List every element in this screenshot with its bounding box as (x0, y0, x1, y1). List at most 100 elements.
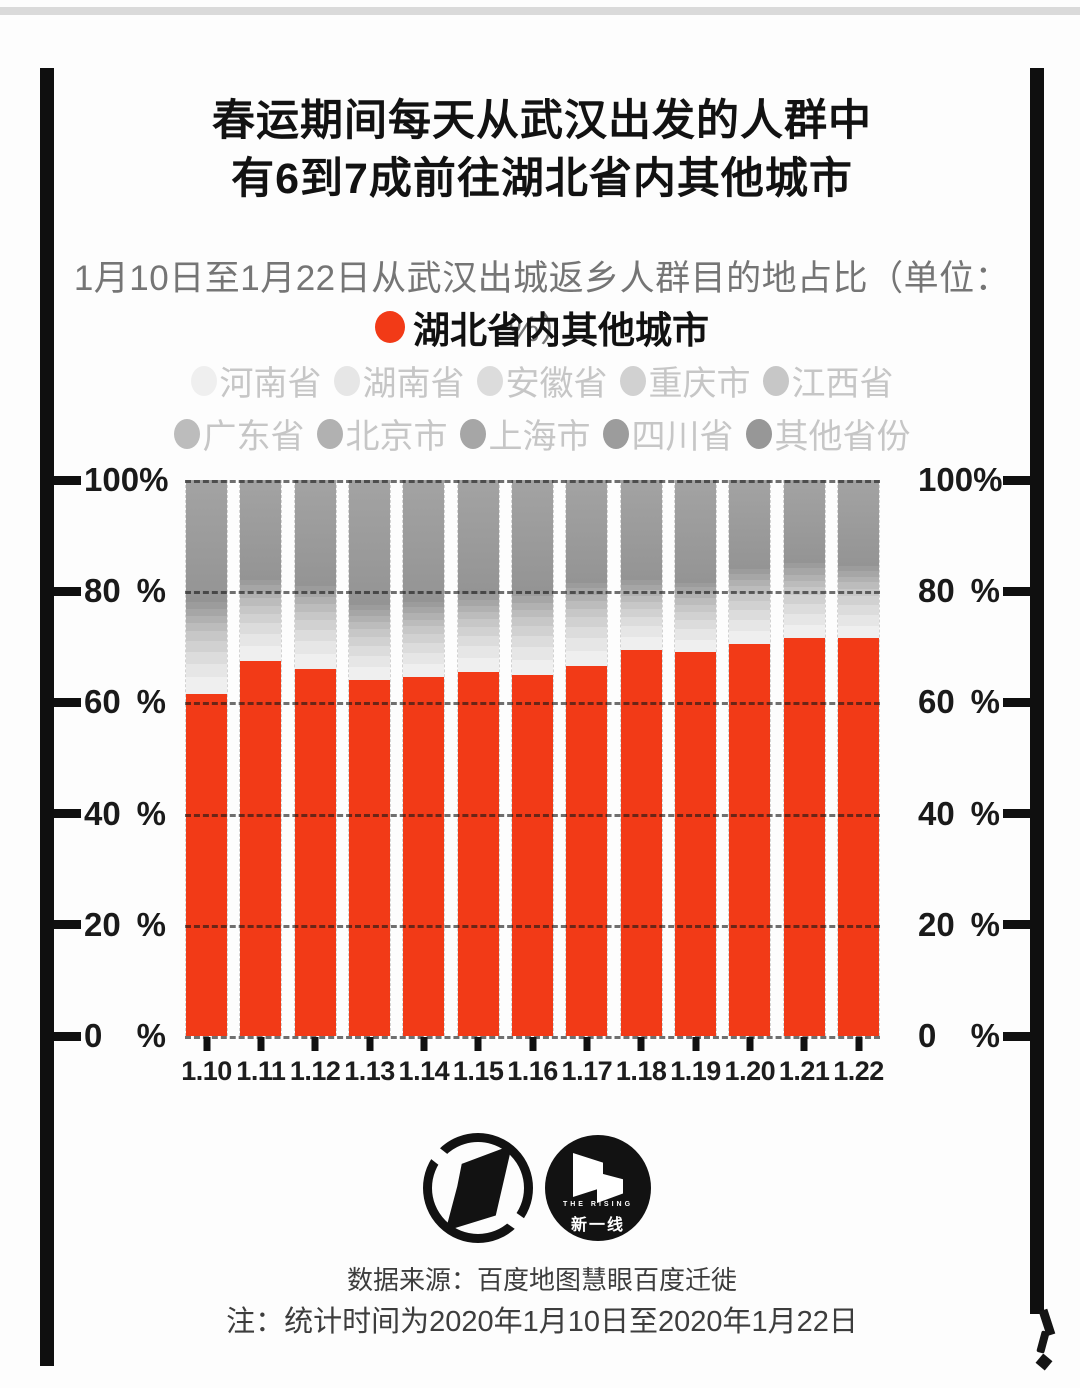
bar-segment (511, 602, 553, 610)
x-tick-1.11 (257, 1037, 265, 1051)
stacked-bar-1.19 (673, 480, 717, 1036)
bar-segment (348, 645, 390, 656)
stacked-bar-1.11 (239, 480, 283, 1036)
watermark-glyphs (1030, 1308, 1074, 1376)
legend-label: 河南省 (219, 365, 322, 403)
bar-segment (348, 680, 390, 1036)
bar-segment (620, 617, 662, 627)
bar-segment (348, 605, 390, 611)
bar-segment (783, 563, 825, 569)
bar-segment (674, 598, 716, 605)
bar-segment (783, 604, 825, 615)
x-tick-1.10 (203, 1037, 210, 1051)
bar-segment (294, 604, 336, 612)
legend-label: 安徽省 (505, 365, 608, 403)
bar-segment (511, 635, 553, 647)
x-tick-1.17 (583, 1037, 591, 1051)
bar-segment (403, 634, 445, 643)
bar-segment (240, 660, 282, 1036)
bar-segment (348, 629, 390, 637)
bar-segment (674, 652, 716, 1036)
y-tick-r-40 (1003, 809, 1030, 819)
legend-dot (333, 365, 360, 396)
y-tick-r-60 (1003, 697, 1030, 707)
legend-dot (602, 418, 629, 449)
legend-item: 江西省 (762, 356, 894, 405)
gridline-80 (185, 591, 880, 595)
x-label-1.12: 1.12 (289, 1056, 341, 1086)
gridline-100 (185, 480, 880, 483)
legend-dot (745, 418, 772, 449)
legend-dot (762, 365, 789, 396)
bar-segment (566, 617, 608, 628)
x-label-1.16: 1.16 (507, 1056, 558, 1086)
legend-label: 四川省 (631, 418, 734, 456)
bar-segment (294, 597, 336, 605)
bar-segment (783, 638, 825, 1036)
bar-segment (837, 566, 879, 572)
x-label-1.13: 1.13 (344, 1056, 395, 1086)
stacked-bar-1.15 (456, 480, 500, 1036)
bar-segment (403, 677, 445, 1036)
bar-segment (566, 651, 608, 667)
bar-segment (294, 630, 336, 642)
legend-provinces: 河南省 湖南省 安徽省 重庆市 江西省 广东省 北京市 上海市 四川省 其他省份 (54, 356, 1030, 458)
bar-segment (674, 587, 716, 593)
bar-segment (729, 586, 771, 593)
bar-segment (620, 580, 662, 585)
bar-segment (294, 480, 336, 586)
stacked-bar-1.14 (402, 480, 446, 1036)
y-tick-r-80 (1003, 586, 1030, 596)
legend-dot (459, 418, 486, 449)
page-title: 春运期间每天从武汉出发的人群中 有6到7成前往湖北省内其他城市 (54, 92, 1030, 208)
x-label-1.14: 1.14 (398, 1056, 450, 1086)
legend-label: 广东省 (202, 418, 305, 456)
y-tick-r-0 (1003, 1031, 1030, 1041)
y-label-l-60: 60% (84, 683, 166, 721)
gridline-60 (185, 702, 880, 706)
bar-segment (403, 652, 445, 665)
bar-segment (348, 610, 390, 617)
bar-segment (783, 595, 825, 605)
x-tick-1.20 (746, 1037, 754, 1051)
bar-segment (566, 480, 608, 583)
legend-item: 其他省份 (745, 409, 911, 458)
bar-segment (729, 480, 771, 570)
bar-segment (729, 644, 771, 1036)
bar-segment (511, 646, 553, 660)
title-line-1: 春运期间每天从武汉出发的人群中 (212, 97, 872, 145)
bar-segment (240, 605, 282, 615)
x-tick-1.18 (637, 1037, 645, 1051)
bar-segment (783, 614, 825, 626)
bar-segment (457, 657, 499, 672)
y-label-l-100: 100% (84, 461, 169, 498)
the-rising-lab-logo: THE RISING 新一线 (545, 1135, 651, 1241)
bar-segment (729, 569, 771, 575)
bar-segment (729, 580, 771, 587)
y-tick-l-80 (54, 586, 81, 596)
x-label-1.20: 1.20 (724, 1056, 776, 1086)
x-tick-1.12 (311, 1037, 319, 1051)
stacked-bar-1.22 (836, 480, 880, 1036)
y-label-r-60: 60% (918, 683, 1000, 721)
bar-segment (783, 574, 825, 581)
bar-segment (186, 622, 227, 632)
bar-segment (186, 663, 227, 678)
bar-segment (674, 611, 716, 621)
bar-segment (674, 620, 716, 630)
bar-segment (348, 666, 390, 681)
bar-segment (240, 634, 282, 647)
bar-segment (620, 601, 662, 610)
stacked-bar-1.16 (510, 480, 554, 1036)
x-tick-1.21 (800, 1037, 808, 1051)
legend-dot-hubei (375, 311, 405, 343)
x-label-1.18: 1.18 (615, 1056, 667, 1086)
stacked-bar-1.18 (619, 480, 663, 1036)
bar-segment (186, 677, 227, 695)
stacked-bar-1.17 (565, 480, 609, 1036)
y-label-r-100: 100% (918, 461, 1003, 498)
legend-item: 湖南省 (333, 356, 465, 405)
bar-segment (783, 580, 825, 588)
bar-segment (729, 619, 771, 631)
